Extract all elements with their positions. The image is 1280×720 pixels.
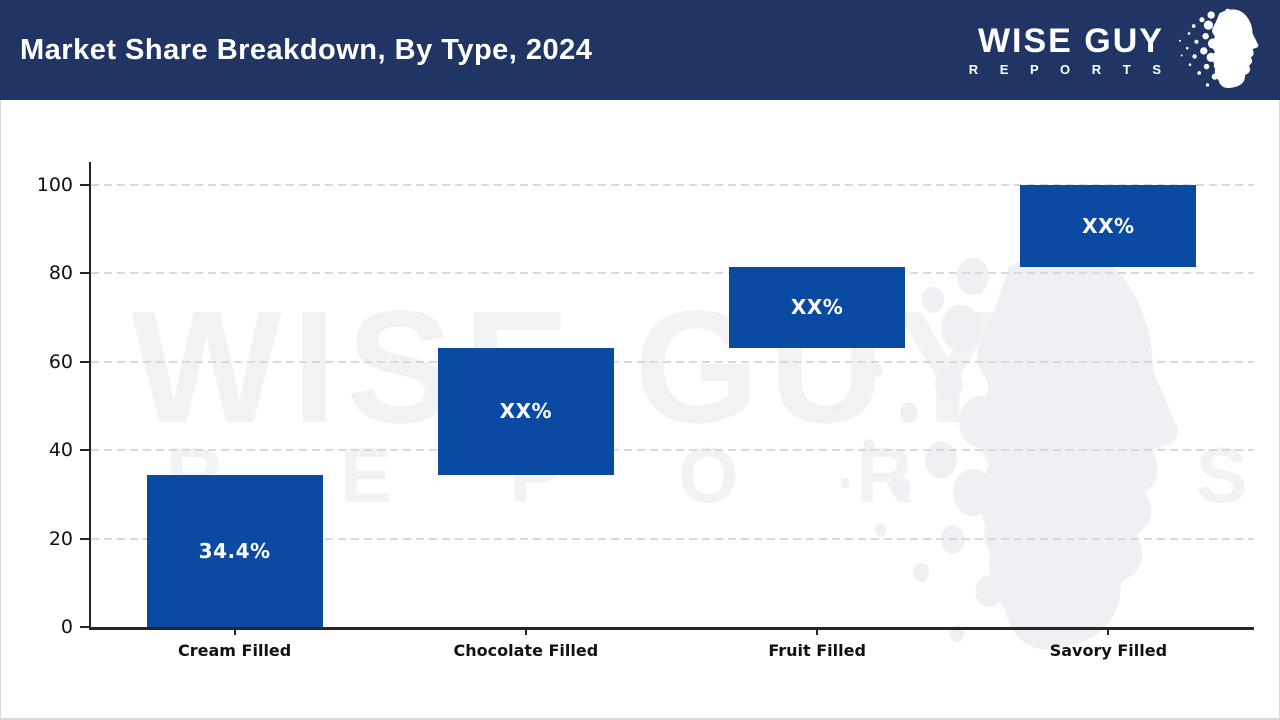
bar-value-label: XX% bbox=[790, 295, 844, 320]
x-tick-label: Fruit Filled bbox=[768, 641, 866, 660]
x-tick-label: Chocolate Filled bbox=[453, 641, 599, 660]
y-tick-label: 60 bbox=[48, 350, 73, 373]
brand-subtitle: R E P O R T S bbox=[968, 61, 1170, 77]
y-axis-spine bbox=[89, 162, 91, 629]
gridline bbox=[91, 360, 1254, 363]
y-tick-mark bbox=[80, 360, 89, 363]
x-tick-label: Savory Filled bbox=[1049, 641, 1168, 660]
bar: 34.4% bbox=[146, 474, 323, 627]
y-tick-mark bbox=[80, 184, 89, 186]
x-tick-mark bbox=[233, 627, 236, 635]
gridline bbox=[91, 184, 1254, 186]
bar-value-label: XX% bbox=[499, 399, 553, 424]
y-tick-mark bbox=[80, 537, 89, 540]
gridline bbox=[91, 537, 1254, 540]
bar: XX% bbox=[729, 266, 906, 348]
bar-value-label: XX% bbox=[1082, 213, 1135, 238]
brand-logo-text: WISE GUY R E P O R T S bbox=[969, 24, 1164, 77]
x-tick-mark bbox=[524, 627, 527, 635]
bar: XX% bbox=[437, 347, 614, 475]
gridline bbox=[91, 449, 1254, 452]
wiseguy-head-logo-icon bbox=[1178, 8, 1259, 89]
gridline bbox=[91, 272, 1254, 275]
x-tick-mark bbox=[1107, 627, 1110, 635]
chart-title: Market Share Breakdown, By Type, 2024 bbox=[20, 33, 593, 66]
header-bar: Market Share Breakdown, By Type, 2024 WI… bbox=[0, 0, 1280, 100]
y-tick-label: 0 bbox=[60, 616, 73, 638]
plot-region: WISE GUY R E P O R T S 0 20 40 60 80 100 34.4%… bbox=[0, 100, 1280, 720]
y-tick-label: 40 bbox=[48, 439, 73, 462]
y-tick-mark bbox=[80, 626, 89, 628]
y-tick-label: 80 bbox=[48, 262, 73, 285]
bar-value-label: 34.4% bbox=[198, 538, 271, 563]
y-tick-mark bbox=[80, 449, 89, 452]
x-tick-label: Cream Filled bbox=[178, 641, 292, 660]
bar: XX% bbox=[1020, 185, 1197, 267]
brand-logo: WISE GUY R E P O R T S bbox=[969, 4, 1260, 96]
brand-name: WISE GUY bbox=[977, 21, 1164, 60]
x-axis-spine bbox=[89, 627, 1254, 630]
x-tick-mark bbox=[816, 627, 819, 635]
y-tick-label: 100 bbox=[36, 174, 73, 196]
y-tick-mark bbox=[80, 272, 89, 275]
y-tick-label: 20 bbox=[48, 527, 73, 550]
